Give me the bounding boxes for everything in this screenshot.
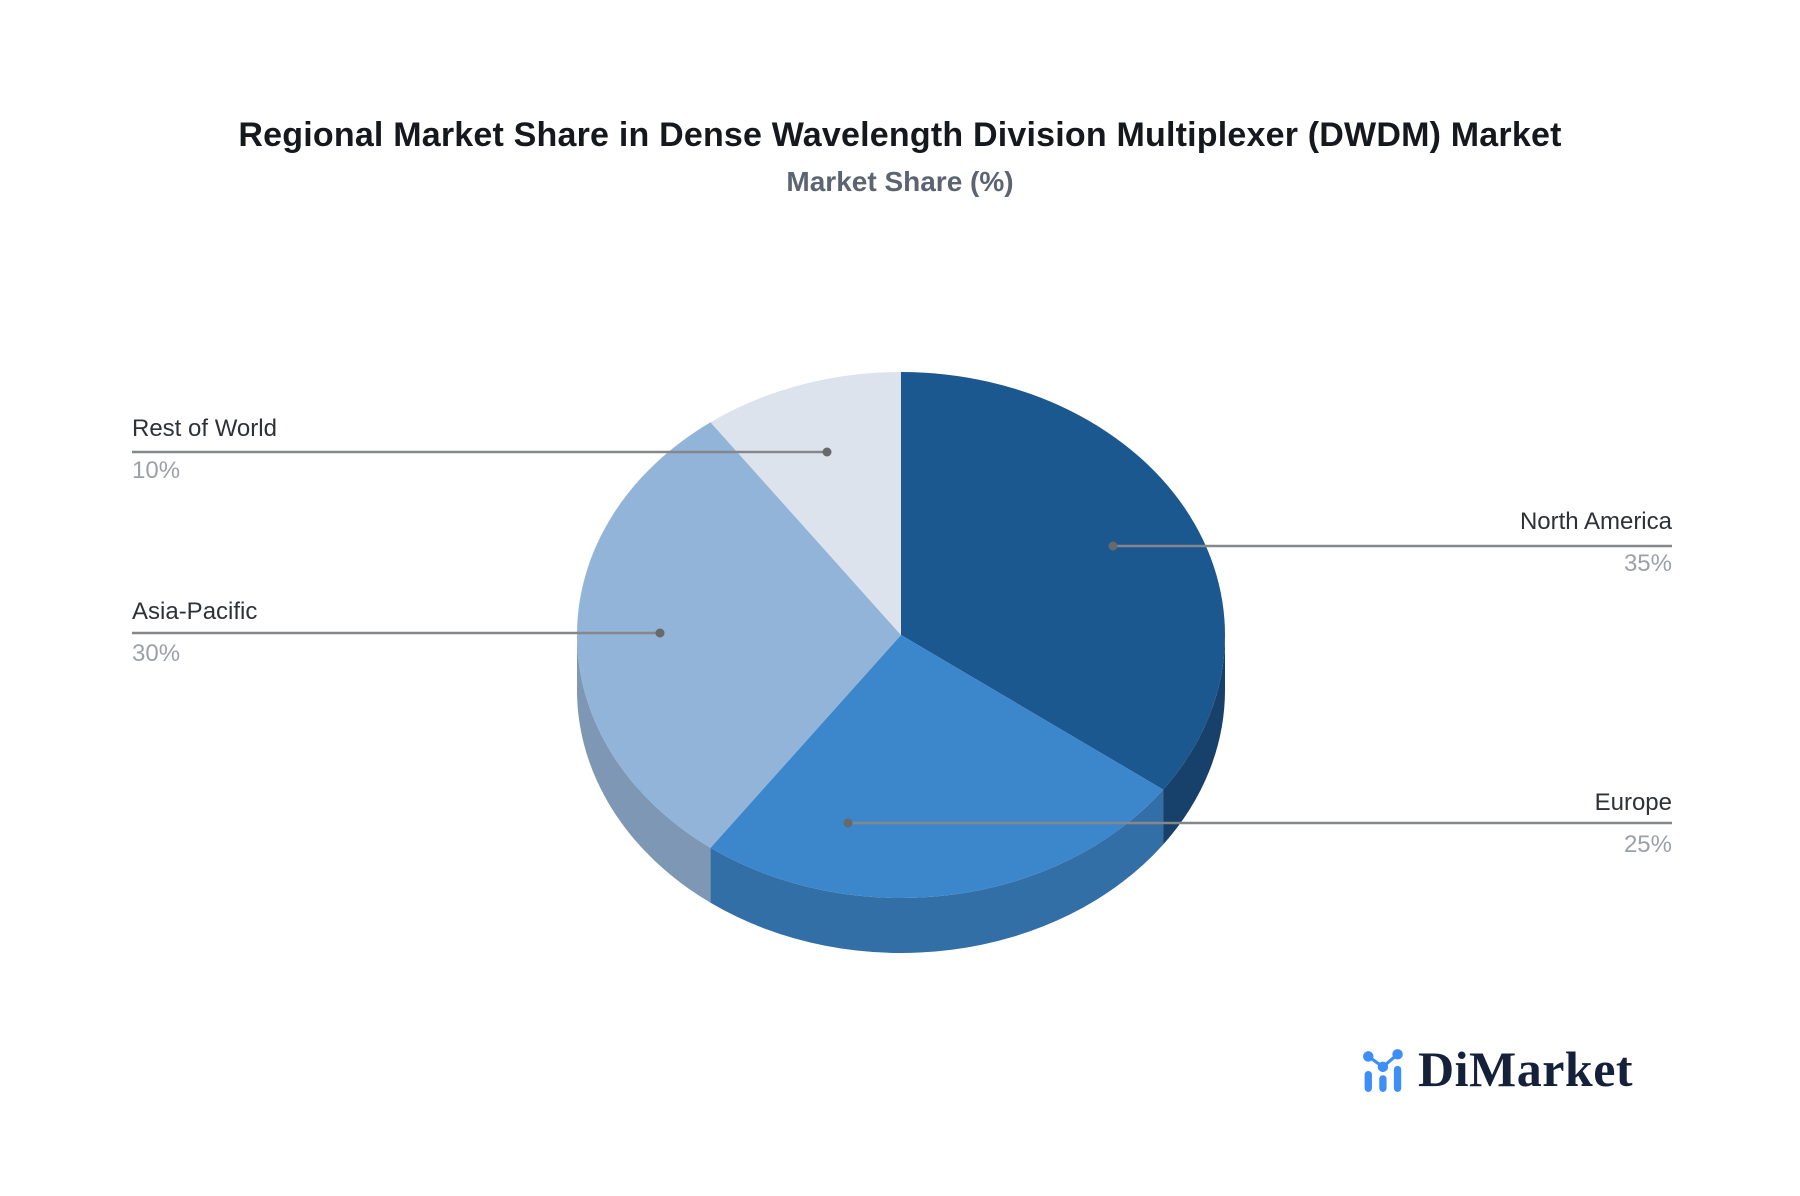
callout-dot-rest-of-world — [822, 447, 832, 457]
pie-slice-asia-pacific[interactable] — [577, 422, 901, 848]
callout-dot-north-america — [1108, 541, 1118, 551]
slice-label: North America — [1519, 508, 1672, 535]
pie-slice-side-asia-pacific — [577, 635, 711, 903]
bar-chart-trend-icon — [1363, 1049, 1403, 1092]
callout-asia-pacific: Asia-Pacific 30% — [132, 598, 257, 668]
callout-dot-asia-pacific — [655, 628, 665, 638]
slice-label: Europe — [1594, 789, 1672, 816]
callout-rest-of-world: Rest of World 10% — [132, 415, 277, 485]
callout-connectors — [132, 447, 1672, 828]
pie-slices-group[interactable] — [577, 372, 1225, 953]
callout-north-america: North America 35% — [1520, 508, 1672, 578]
chart-title: Regional Market Share in Dense Wavelengt… — [238, 116, 1562, 154]
pie-slice-side-europe — [710, 789, 1164, 953]
pie-slice-rest-of-world[interactable] — [710, 372, 901, 635]
pie-slice-europe[interactable] — [710, 635, 1164, 898]
slice-value: 30% — [132, 640, 181, 667]
slice-value: 10% — [132, 457, 181, 484]
slice-value: 25% — [1623, 831, 1672, 858]
slice-label: Rest of World — [132, 415, 277, 442]
brand-logo: DiMarket — [1362, 1041, 1634, 1097]
slice-label: Asia-Pacific — [132, 598, 258, 625]
callout-dot-europe — [843, 818, 853, 828]
slice-value: 35% — [1623, 550, 1672, 577]
brand-logo-text: DiMarket — [1418, 1041, 1634, 1097]
pie-slice-side-north-america — [1163, 635, 1225, 845]
pie-slice-north-america[interactable] — [901, 372, 1225, 790]
callout-europe: Europe 25% — [1595, 789, 1672, 859]
chart-subtitle: Market Share (%) — [786, 166, 1014, 197]
